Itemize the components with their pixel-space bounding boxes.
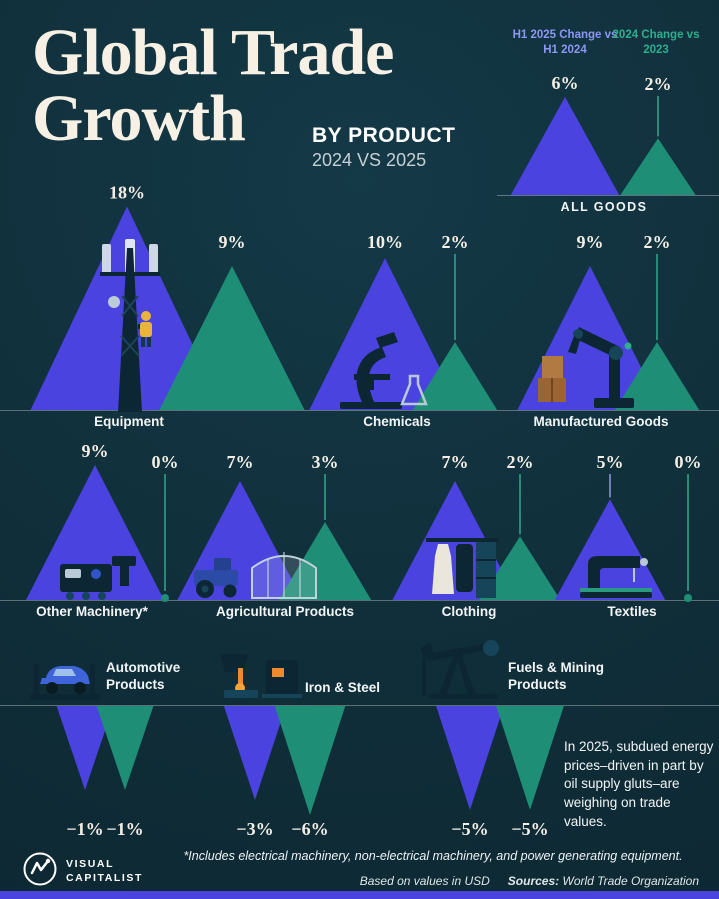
triangle-series1-0: [510, 97, 620, 195]
group-label-fuels-mining: Fuels & Mining Products: [508, 660, 604, 692]
value-label: 2%: [507, 452, 534, 472]
source-note: Based on values in USD Sources: World Tr…: [360, 874, 699, 888]
value-label: 2%: [644, 232, 671, 252]
group-label-iron-steel: Iron & Steel: [305, 680, 381, 695]
group-label-textiles: Textiles: [607, 604, 657, 619]
clothing-icon: [424, 536, 500, 605]
value-label: −5%: [451, 819, 488, 839]
logo-line-1: VISUAL: [66, 858, 115, 871]
value-label: −3%: [236, 819, 273, 839]
value-label: 7%: [227, 452, 254, 472]
other-machinery-icon: [56, 552, 140, 605]
chemicals-icon: [334, 330, 430, 415]
value-label: 2%: [645, 74, 672, 94]
value-label: 0%: [675, 452, 702, 472]
baseline-all-goods: [497, 195, 719, 196]
visual-capitalist-logo-icon: [22, 851, 58, 892]
baseline-row-1: [0, 410, 719, 411]
triangle-series2-8: [96, 706, 154, 790]
value-label: −5%: [511, 819, 548, 839]
triangle-series1-8: [56, 706, 114, 790]
value-label: 0%: [152, 452, 179, 472]
value-label: 9%: [82, 441, 109, 461]
value-label: 2%: [442, 232, 469, 252]
baseline-row-2: [0, 600, 719, 601]
value-label: 9%: [219, 232, 246, 252]
value-label: −1%: [106, 819, 143, 839]
subtitle-by-product: BY PRODUCT: [312, 124, 456, 147]
visual-capitalist-logo: VISUAL CAPITALIST: [22, 851, 143, 892]
value-label: 10%: [367, 232, 403, 252]
triangle-series1-10: [436, 706, 504, 810]
manufactured-goods-icon: [536, 318, 640, 415]
automotive-products-icon: [26, 646, 104, 707]
title-line-1: Global Trade: [32, 16, 394, 89]
fuels-mining-icon: [414, 634, 508, 705]
logo-line-2: CAPITALIST: [66, 871, 144, 884]
group-label-automotive-products: Automotive Products: [106, 660, 181, 692]
group-label-chemicals: Chemicals: [363, 414, 431, 429]
group-label-all-goods: ALL GOODS: [560, 200, 648, 214]
value-label: 18%: [109, 182, 145, 202]
equipment-icon: [88, 236, 172, 417]
sources-note: Sources: World Trade Organization: [508, 874, 699, 888]
value-label: −6%: [291, 819, 328, 839]
group-label-agricultural-products: Agricultural Products: [215, 604, 355, 619]
group-label-other-machinery: Other Machinery*: [36, 604, 148, 619]
triangle-series2-0: [620, 138, 696, 195]
triangle-series2-1: [159, 266, 305, 410]
triangle-series1-9: [223, 706, 287, 800]
value-label: −1%: [66, 819, 103, 839]
page-title: Global Trade Growth: [32, 16, 394, 155]
value-label: 9%: [577, 232, 604, 252]
legend-series-2024: 2024 Change vs 2023: [612, 29, 700, 56]
value-label: 7%: [442, 452, 469, 472]
bottom-accent-bar: [0, 891, 719, 899]
based-on-note: Based on values in USD: [359, 874, 490, 888]
baseline-row-3: [0, 705, 719, 706]
iron-steel-icon: [212, 650, 302, 705]
title-line-2: Growth: [32, 82, 246, 155]
agricultural-products-icon: [190, 540, 338, 605]
value-label: 3%: [312, 452, 339, 472]
logo-wordmark: VISUAL CAPITALIST: [66, 858, 143, 884]
sources-label: Sources:: [507, 874, 560, 888]
footnote-text: *Includes electrical machinery, non-elec…: [183, 849, 683, 863]
value-label: 6%: [552, 73, 579, 93]
annotation-text: In 2025, subdued energy prices–driven in…: [564, 739, 714, 829]
sources-value: World Trade Organization: [562, 874, 700, 888]
group-label-manufactured-goods: Manufactured Goods: [533, 414, 669, 429]
subtitle-years: 2024 VS 2025: [312, 150, 427, 170]
value-label: 5%: [597, 452, 624, 472]
triangle-series2-9: [274, 706, 346, 815]
group-label-equipment: Equipment: [94, 414, 164, 429]
triangle-series2-10: [496, 706, 564, 810]
legend-series-2025: H1 2025 Change vs H1 2024: [512, 29, 618, 56]
group-label-clothing: Clothing: [441, 604, 497, 619]
textiles-icon: [578, 552, 654, 605]
